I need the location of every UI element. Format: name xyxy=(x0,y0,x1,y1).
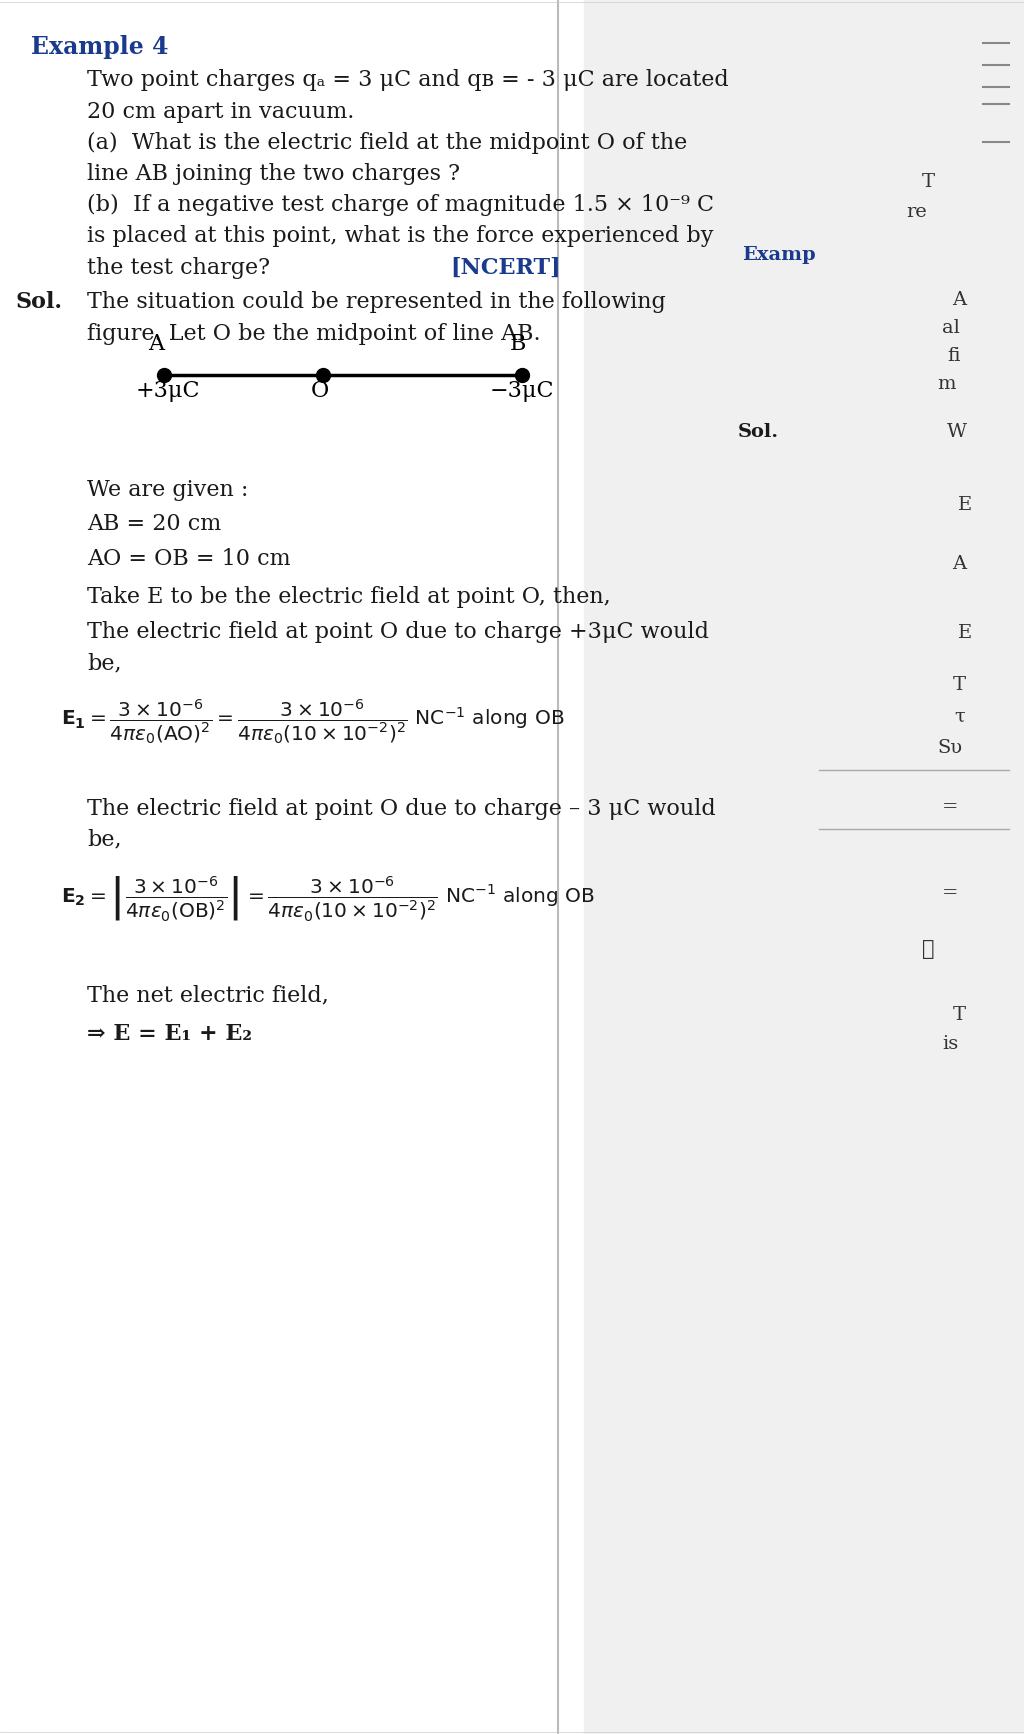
Text: Sυ: Sυ xyxy=(937,739,963,756)
Text: $\mathbf{E_{1}} = \dfrac{3\times10^{-6}}{4\pi\varepsilon_{0}(\mathrm{AO})^{2}} =: $\mathbf{E_{1}} = \dfrac{3\times10^{-6}}… xyxy=(61,697,565,746)
Text: re: re xyxy=(906,203,927,220)
Text: (a)  What is the electric field at the midpoint O of the: (a) What is the electric field at the mi… xyxy=(87,132,687,154)
Bar xyxy=(584,0,1024,1734)
Text: ∴: ∴ xyxy=(922,940,934,959)
Text: +3μC: +3μC xyxy=(135,380,200,402)
Text: W: W xyxy=(947,423,968,440)
Text: is: is xyxy=(942,1035,958,1053)
Text: figure. Let O be the midpoint of line AB.: figure. Let O be the midpoint of line AB… xyxy=(87,323,541,345)
Text: Sol.: Sol. xyxy=(15,291,62,314)
Text: m: m xyxy=(937,375,955,392)
Text: ⇒ E = E₁ + E₂: ⇒ E = E₁ + E₂ xyxy=(87,1023,252,1046)
Text: is placed at this point, what is the force experienced by: is placed at this point, what is the for… xyxy=(87,225,714,248)
Text: T: T xyxy=(922,173,935,191)
Text: Example 4: Example 4 xyxy=(31,35,168,59)
Text: AO = OB = 10 cm: AO = OB = 10 cm xyxy=(87,548,291,570)
Text: Take E to be the electric field at point O, then,: Take E to be the electric field at point… xyxy=(87,586,610,609)
Text: line AB joining the two charges ?: line AB joining the two charges ? xyxy=(87,163,460,186)
Text: E: E xyxy=(957,496,972,513)
Text: τ: τ xyxy=(954,707,965,725)
Text: A: A xyxy=(148,333,165,355)
Text: B: B xyxy=(510,333,526,355)
Text: Two point charges qₐ = 3 μC and qʙ = - 3 μC are located: Two point charges qₐ = 3 μC and qʙ = - 3… xyxy=(87,69,729,92)
Text: A: A xyxy=(952,555,967,572)
Text: Sol.: Sol. xyxy=(737,423,778,440)
Text: We are given :: We are given : xyxy=(87,479,249,501)
Text: the test charge?: the test charge? xyxy=(87,257,270,279)
Text: The electric field at point O due to charge – 3 μC would: The electric field at point O due to cha… xyxy=(87,798,716,820)
Text: =: = xyxy=(942,798,958,815)
Text: A: A xyxy=(952,291,967,309)
Text: −3μC: −3μC xyxy=(489,380,554,402)
Text: al: al xyxy=(942,319,959,336)
Text: be,: be, xyxy=(87,829,122,851)
Text: (b)  If a negative test charge of magnitude 1.5 × 10⁻⁹ C: (b) If a negative test charge of magnitu… xyxy=(87,194,714,217)
Text: 20 cm apart in vacuum.: 20 cm apart in vacuum. xyxy=(87,101,354,123)
Text: =: = xyxy=(942,884,958,902)
Text: fi: fi xyxy=(947,347,961,364)
Text: The electric field at point O due to charge +3μC would: The electric field at point O due to cha… xyxy=(87,621,709,643)
Text: T: T xyxy=(952,676,966,694)
Text: Examp: Examp xyxy=(742,246,816,264)
Text: O: O xyxy=(310,380,329,402)
Text: The net electric field,: The net electric field, xyxy=(87,985,329,1007)
Text: AB = 20 cm: AB = 20 cm xyxy=(87,513,221,536)
Text: be,: be, xyxy=(87,652,122,675)
Text: $\mathbf{E_{2}} = \left|\dfrac{3\times10^{-6}}{4\pi\varepsilon_{0}(\mathrm{OB})^: $\mathbf{E_{2}} = \left|\dfrac{3\times10… xyxy=(61,874,595,922)
Text: [NCERT]: [NCERT] xyxy=(451,257,561,279)
Text: T: T xyxy=(952,1006,966,1023)
Text: E: E xyxy=(957,624,972,642)
Text: The situation could be represented in the following: The situation could be represented in th… xyxy=(87,291,666,314)
